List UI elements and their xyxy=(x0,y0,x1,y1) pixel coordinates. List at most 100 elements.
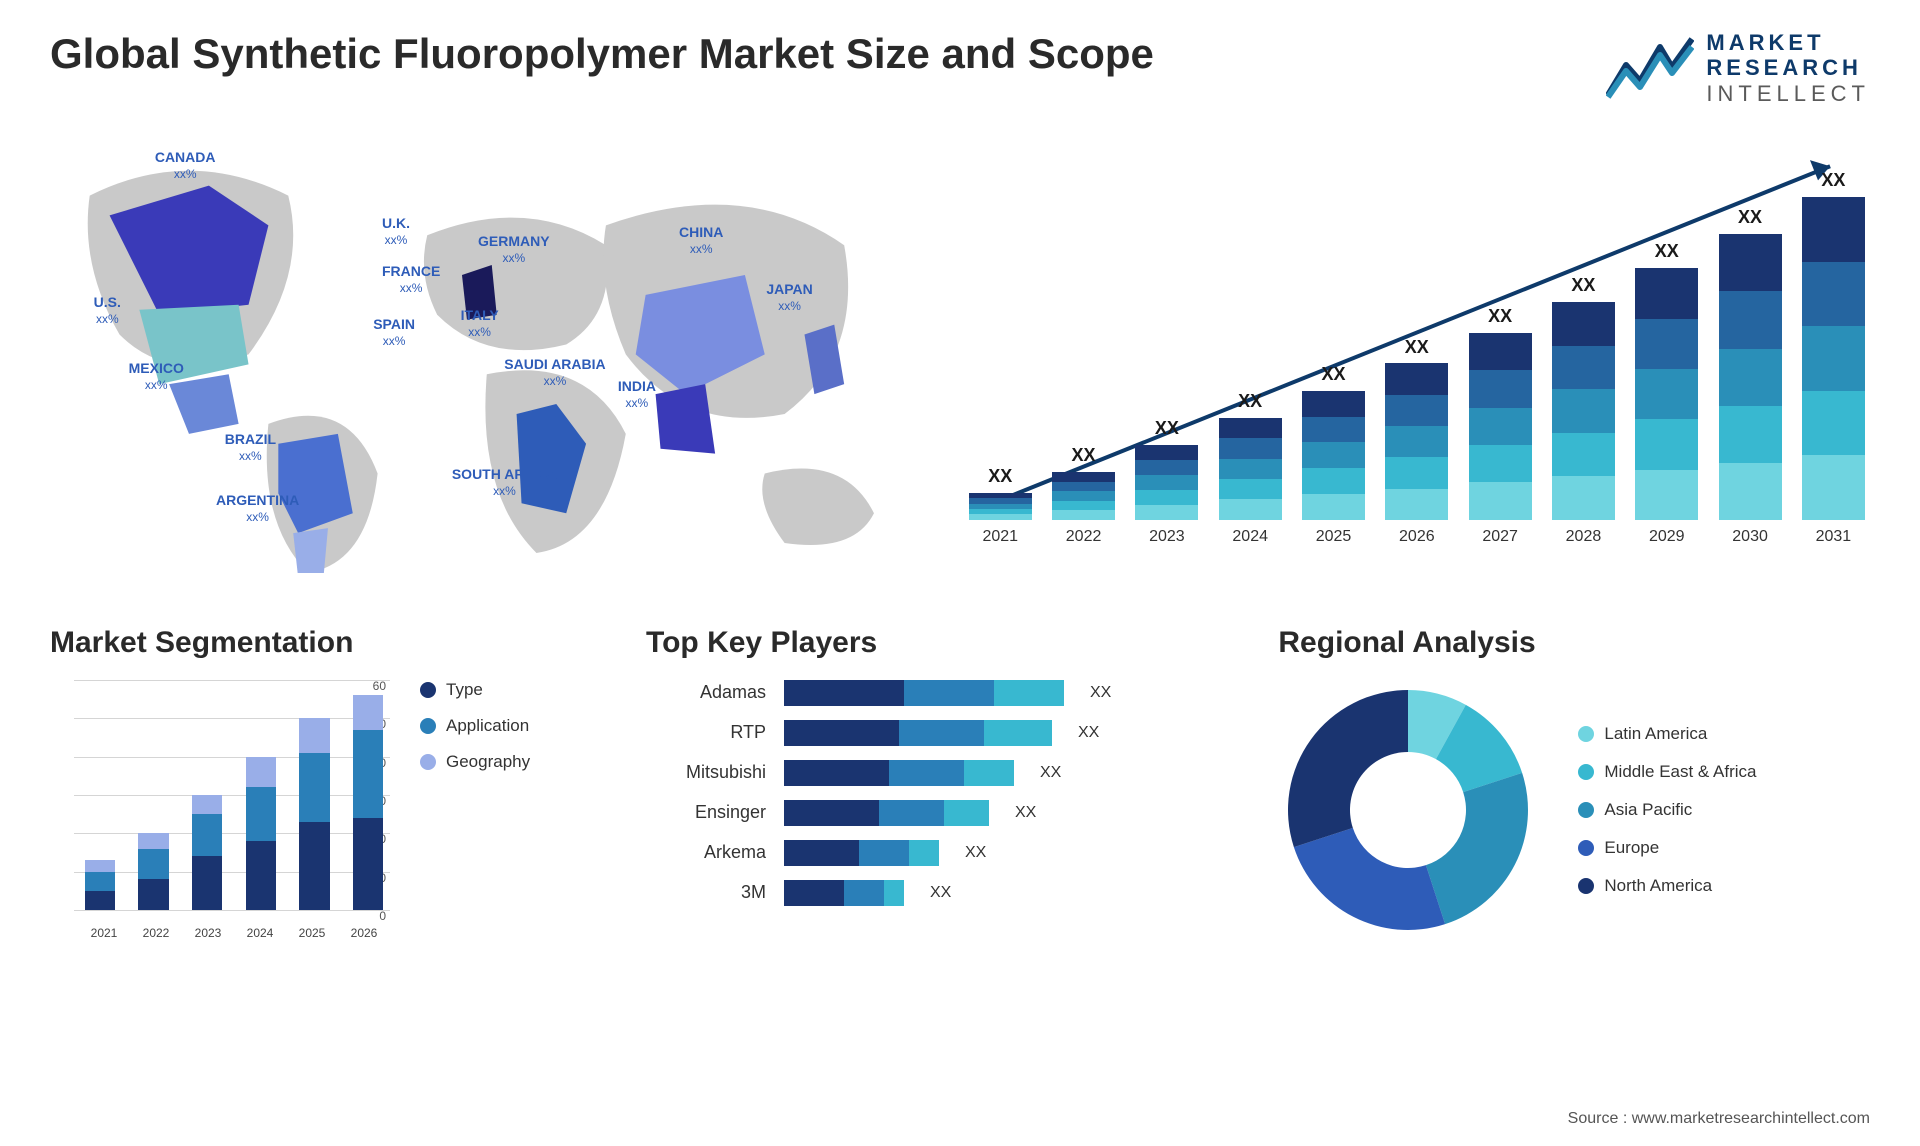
bar-col: XX2021 xyxy=(964,466,1037,546)
map-label: INDIAxx% xyxy=(618,378,656,410)
legend-item: Asia Pacific xyxy=(1578,800,1756,820)
bar-segment xyxy=(1469,445,1532,482)
seg-bar-segment xyxy=(85,872,116,891)
bar-segment xyxy=(1219,499,1282,519)
legend-item: Application xyxy=(420,716,530,736)
players-chart: AdamasXXRTPXXMitsubishiXXEnsingerXXArkem… xyxy=(646,680,1228,906)
bar-col: XX2024 xyxy=(1214,391,1287,546)
bar-value: XX xyxy=(1488,306,1512,327)
player-row: RTPXX xyxy=(646,720,1228,746)
bar-segment xyxy=(1719,463,1782,520)
bar-segment xyxy=(1719,349,1782,406)
bar-segment xyxy=(1302,468,1365,494)
bar-segment xyxy=(1302,494,1365,520)
bar-segment xyxy=(1135,460,1198,475)
logo-text-1: MARKET xyxy=(1706,30,1870,55)
page-title: Global Synthetic Fluoropolymer Market Si… xyxy=(50,30,1154,78)
legend-swatch-icon xyxy=(1578,840,1594,856)
regional-donut xyxy=(1278,680,1538,940)
legend-swatch-icon xyxy=(420,718,436,734)
legend-label: Latin America xyxy=(1604,724,1707,744)
player-row: 3MXX xyxy=(646,880,1228,906)
seg-year-label: 2025 xyxy=(286,926,338,940)
legend-swatch-icon xyxy=(1578,802,1594,818)
bar-segment xyxy=(1135,505,1198,520)
bar-col: XX2022 xyxy=(1047,445,1120,546)
player-value: XX xyxy=(1015,804,1036,822)
bar-segment xyxy=(1135,475,1198,490)
bar-col: XX2023 xyxy=(1130,418,1203,546)
player-bar-segment xyxy=(984,720,1052,746)
bar-segment xyxy=(1635,470,1698,520)
map-label: GERMANYxx% xyxy=(478,233,550,265)
seg-bar-segment xyxy=(246,757,277,788)
bar-col: XX2028 xyxy=(1547,275,1620,546)
regional-legend: Latin America Middle East & Africa Asia Pa… xyxy=(1578,724,1756,896)
player-bar-segment xyxy=(944,800,989,826)
donut-slice xyxy=(1288,690,1408,847)
player-name: Arkema xyxy=(646,842,766,863)
players-title: Top Key Players xyxy=(646,626,1228,660)
bar-value: XX xyxy=(1738,207,1762,228)
seg-bar-col xyxy=(239,757,283,910)
player-bar-segment xyxy=(904,680,994,706)
seg-year-label: 2022 xyxy=(130,926,182,940)
bar-value: XX xyxy=(1821,170,1845,191)
player-bar-segment xyxy=(784,760,889,786)
player-bar-segment xyxy=(884,880,904,906)
bar-year-label: 2022 xyxy=(1066,528,1102,546)
player-bar xyxy=(784,760,1014,786)
map-label: JAPANxx% xyxy=(766,281,812,313)
player-name: Adamas xyxy=(646,682,766,703)
logo-mark-icon xyxy=(1606,37,1694,99)
bar-segment xyxy=(1385,395,1448,426)
player-row: ArkemaXX xyxy=(646,840,1228,866)
bar-segment xyxy=(1385,457,1448,488)
seg-year-label: 2021 xyxy=(78,926,130,940)
player-bar-segment xyxy=(844,880,884,906)
logo-text-3: INTELLECT xyxy=(1706,81,1870,106)
bar-year-label: 2027 xyxy=(1482,528,1518,546)
donut-slice xyxy=(1294,828,1445,930)
bar-year-label: 2025 xyxy=(1316,528,1352,546)
bar-value: XX xyxy=(1655,241,1679,262)
bar-segment xyxy=(1302,417,1365,443)
map-label: SAUDI ARABIAxx% xyxy=(504,356,605,388)
seg-bar-segment xyxy=(192,814,223,856)
map-label: CANADAxx% xyxy=(155,149,216,181)
legend-swatch-icon xyxy=(1578,878,1594,894)
seg-bar-col xyxy=(346,695,390,910)
seg-bar-segment xyxy=(353,818,384,910)
legend-swatch-icon xyxy=(1578,726,1594,742)
bar-col: XX 2030 xyxy=(1713,207,1786,546)
bar-segment xyxy=(1552,346,1615,390)
legend-label: Type xyxy=(446,680,483,700)
bar-col: XX 2027 xyxy=(1463,306,1536,546)
main-bar-chart: XX2021XX2022XX2023XX2024XX2025XX2026XX20… xyxy=(964,136,1870,576)
player-bar xyxy=(784,720,1052,746)
bar-segment xyxy=(1719,406,1782,463)
seg-bar-segment xyxy=(353,695,384,730)
bar-segment xyxy=(1802,455,1865,520)
legend-item: Middle East & Africa xyxy=(1578,762,1756,782)
bar-value: XX xyxy=(1405,337,1429,358)
seg-bar-segment xyxy=(299,718,330,753)
bar-year-label: 2029 xyxy=(1649,528,1685,546)
bar-segment xyxy=(1302,442,1365,468)
player-bar xyxy=(784,840,939,866)
bar-year-label: 2030 xyxy=(1732,528,1768,546)
bar-segment xyxy=(969,514,1032,519)
bar-col: XX2026 xyxy=(1380,337,1453,546)
bar-year-label: 2031 xyxy=(1816,528,1852,546)
bar-segment xyxy=(1635,419,1698,469)
player-bar xyxy=(784,680,1064,706)
seg-bar-segment xyxy=(85,860,116,872)
player-value: XX xyxy=(1078,724,1099,742)
player-bar-segment xyxy=(784,840,859,866)
bar-col: XX2025 xyxy=(1297,364,1370,546)
bar-segment xyxy=(1219,438,1282,458)
seg-bar-segment xyxy=(138,879,169,910)
player-value: XX xyxy=(930,884,951,902)
segmentation-title: Market Segmentation xyxy=(50,626,596,660)
bar-segment xyxy=(1052,501,1115,511)
